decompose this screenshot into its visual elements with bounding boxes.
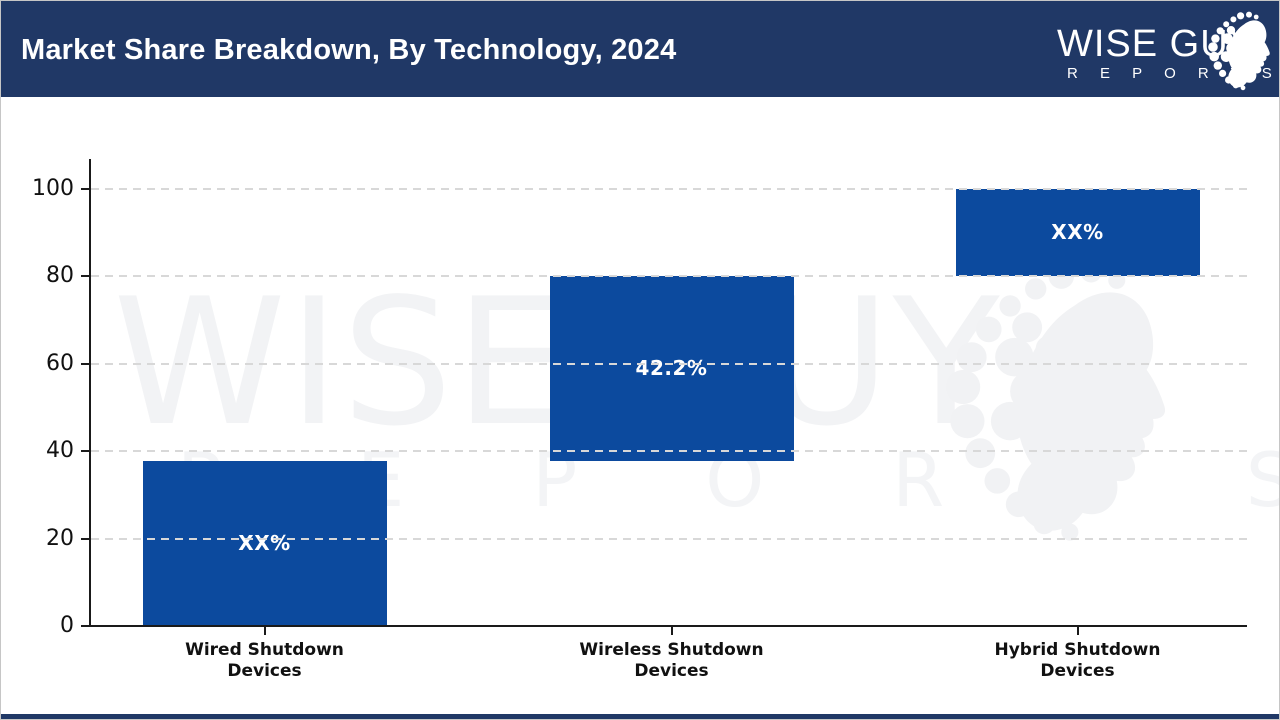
y-tick-20: [81, 537, 89, 540]
plot-area: WISE GUY R E P O R T S 020406080100XX%Wi…: [1, 97, 1279, 716]
category-label-line: Devices: [634, 661, 709, 681]
y-tick-label-100: 100: [32, 175, 74, 201]
x-tick-1: [263, 627, 266, 635]
y-tick-label-80: 80: [46, 263, 74, 288]
chart-header: Market Share Breakdown, By Technology, 2…: [1, 1, 1279, 97]
category-label-3: Hybrid Shutdown Devices: [948, 640, 1208, 682]
y-tick-100: [81, 187, 89, 190]
bar-segment-1: XX%: [142, 460, 387, 626]
y-tick-label-20: 20: [46, 525, 74, 551]
category-label-2: Wireless Shutdown Devices: [542, 640, 802, 682]
gridline-100: [91, 187, 1247, 190]
bar-segment-2: 42.2%: [549, 276, 794, 461]
category-label-line: Wireless Shutdown: [579, 640, 764, 660]
wiseguy-face-icon: [1208, 11, 1270, 91]
chart-title: Market Share Breakdown, By Technology, 2…: [21, 34, 677, 66]
gridline-20: [91, 537, 1247, 540]
logo-reports-text: R E P O R T S: [1067, 65, 1280, 82]
x-tick-2: [670, 627, 673, 635]
category-label-line: Devices: [1040, 661, 1115, 681]
watermark-face-icon: [946, 261, 1166, 541]
x-tick-3: [1076, 627, 1079, 635]
y-tick-0: [81, 625, 89, 627]
bar-value-label-1: XX%: [238, 531, 291, 556]
category-label-line: Hybrid Shutdown: [994, 640, 1161, 660]
footer-strip: [1, 714, 1279, 719]
x-axis-line: [89, 625, 1247, 627]
bar-value-label-3: XX%: [1051, 220, 1104, 245]
y-tick-80: [81, 275, 89, 277]
y-tick-label-40: 40: [46, 438, 74, 463]
gridline-80: [91, 275, 1247, 277]
y-tick-label-60: 60: [46, 350, 74, 376]
y-tick-40: [81, 450, 89, 452]
bar-segment-3: XX%: [955, 188, 1200, 276]
gridline-40: [91, 450, 1247, 452]
category-label-line: Devices: [227, 661, 302, 681]
bar-value-label-2: 42.2%: [635, 356, 708, 381]
category-label-1: Wired Shutdown Devices: [135, 640, 395, 682]
y-tick-60: [81, 362, 89, 365]
category-label-line: Wired Shutdown: [185, 640, 344, 660]
wiseguy-logo: WISE GUY R E P O R T S: [1019, 7, 1272, 93]
gridline-60: [91, 362, 1247, 365]
y-tick-label-0: 0: [60, 613, 74, 638]
y-axis-line: [89, 159, 91, 627]
